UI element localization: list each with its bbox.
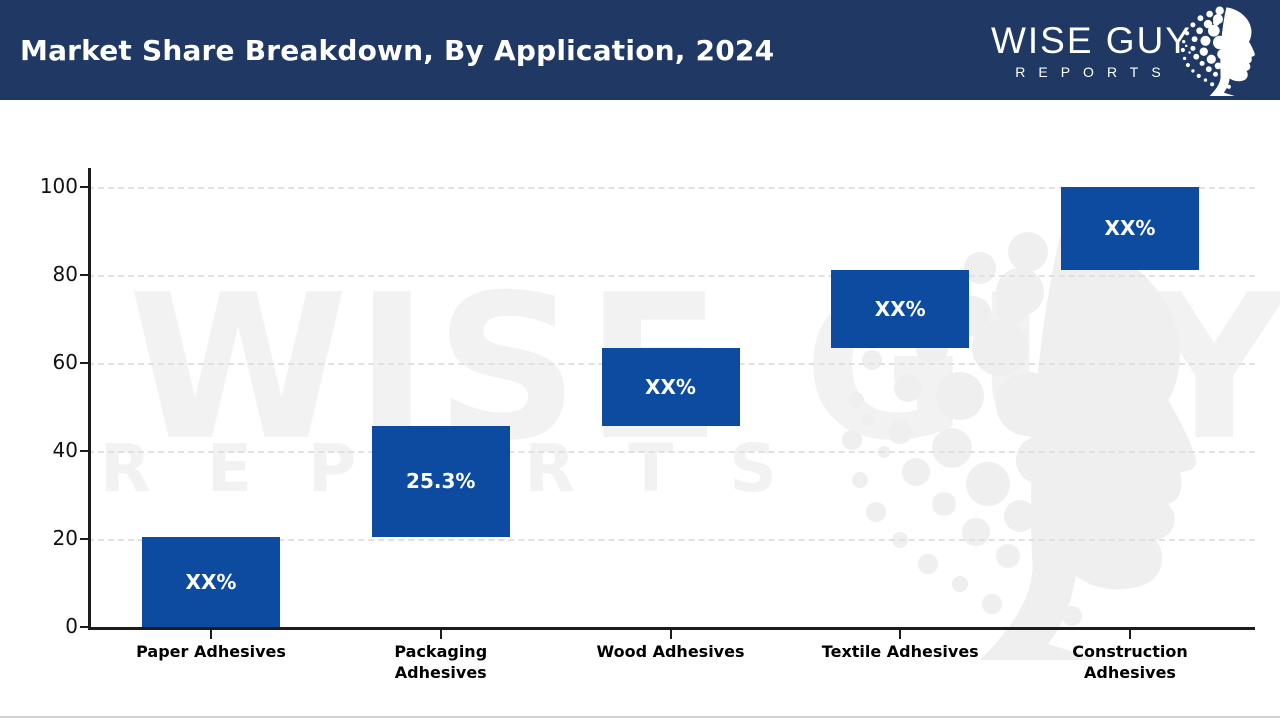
wiseguy-logo-text: WISE GUY REPORTS [991, 20, 1192, 80]
logo-brand-name: WISE GUY [990, 20, 1192, 61]
x-axis-tick-mark [669, 630, 672, 639]
bar-value-label: 25.3% [406, 469, 476, 494]
y-axis-tick-mark [80, 537, 88, 540]
y-axis-tick-label: 80 [52, 261, 78, 286]
x-axis-category-label: Construction Adhesives [1072, 642, 1188, 683]
bar-segment: XX% [831, 269, 970, 348]
y-axis-tick-label: 60 [52, 349, 78, 374]
y-axis-tick-mark [80, 449, 88, 452]
logo-brand-subtitle: REPORTS [1015, 64, 1174, 80]
y-gridline [88, 450, 1255, 453]
x-axis-category-label: Paper Adhesives [136, 642, 286, 661]
x-axis-tick-mark [210, 630, 212, 639]
bar-value-label: XX% [1104, 216, 1156, 241]
x-axis-line [88, 627, 1255, 630]
y-axis-tick-mark [80, 185, 88, 188]
y-gridline [88, 186, 1255, 189]
y-axis-tick-label: 40 [52, 437, 78, 462]
x-axis-tick-mark [439, 630, 442, 639]
bar-value-label: XX% [874, 296, 926, 321]
header-banner: Market Share Breakdown, By Application, … [0, 0, 1280, 100]
y-axis-tick-label: 20 [52, 525, 78, 550]
x-axis-category-label: Packaging Adhesives [394, 642, 488, 683]
x-axis-category-label: Wood Adhesives [596, 642, 745, 661]
x-axis-category-label: Textile Adhesives [821, 642, 979, 661]
bar-segment: XX% [601, 347, 740, 426]
x-axis-tick-mark [1129, 630, 1131, 639]
plot-area: 0 20 40 60 80 100 XX% Paper Adhesives 25.3% Packa… [0, 100, 1280, 717]
y-axis-line [88, 168, 91, 629]
y-gridline [88, 538, 1255, 541]
bar-segment: XX% [142, 537, 280, 627]
chart-title: Market Share Breakdown, By Application, … [20, 33, 775, 67]
bar-segment: XX% [1061, 186, 1199, 270]
bar-value-label: XX% [185, 570, 237, 595]
y-axis-tick-label: 100 [39, 173, 78, 198]
bar-segment: 25.3% [371, 425, 510, 538]
y-axis-tick-mark [80, 361, 88, 364]
y-axis-tick-mark [80, 626, 88, 628]
x-axis-tick-mark [899, 630, 902, 639]
bottom-divider [0, 716, 1280, 718]
y-axis-tick-mark [80, 273, 88, 276]
y-axis-tick-label: 0 [65, 614, 78, 638]
y-gridline [88, 274, 1255, 277]
wiseguy-logo: WISE GUY REPORTS [991, 4, 1280, 96]
bar-value-label: XX% [645, 374, 696, 399]
